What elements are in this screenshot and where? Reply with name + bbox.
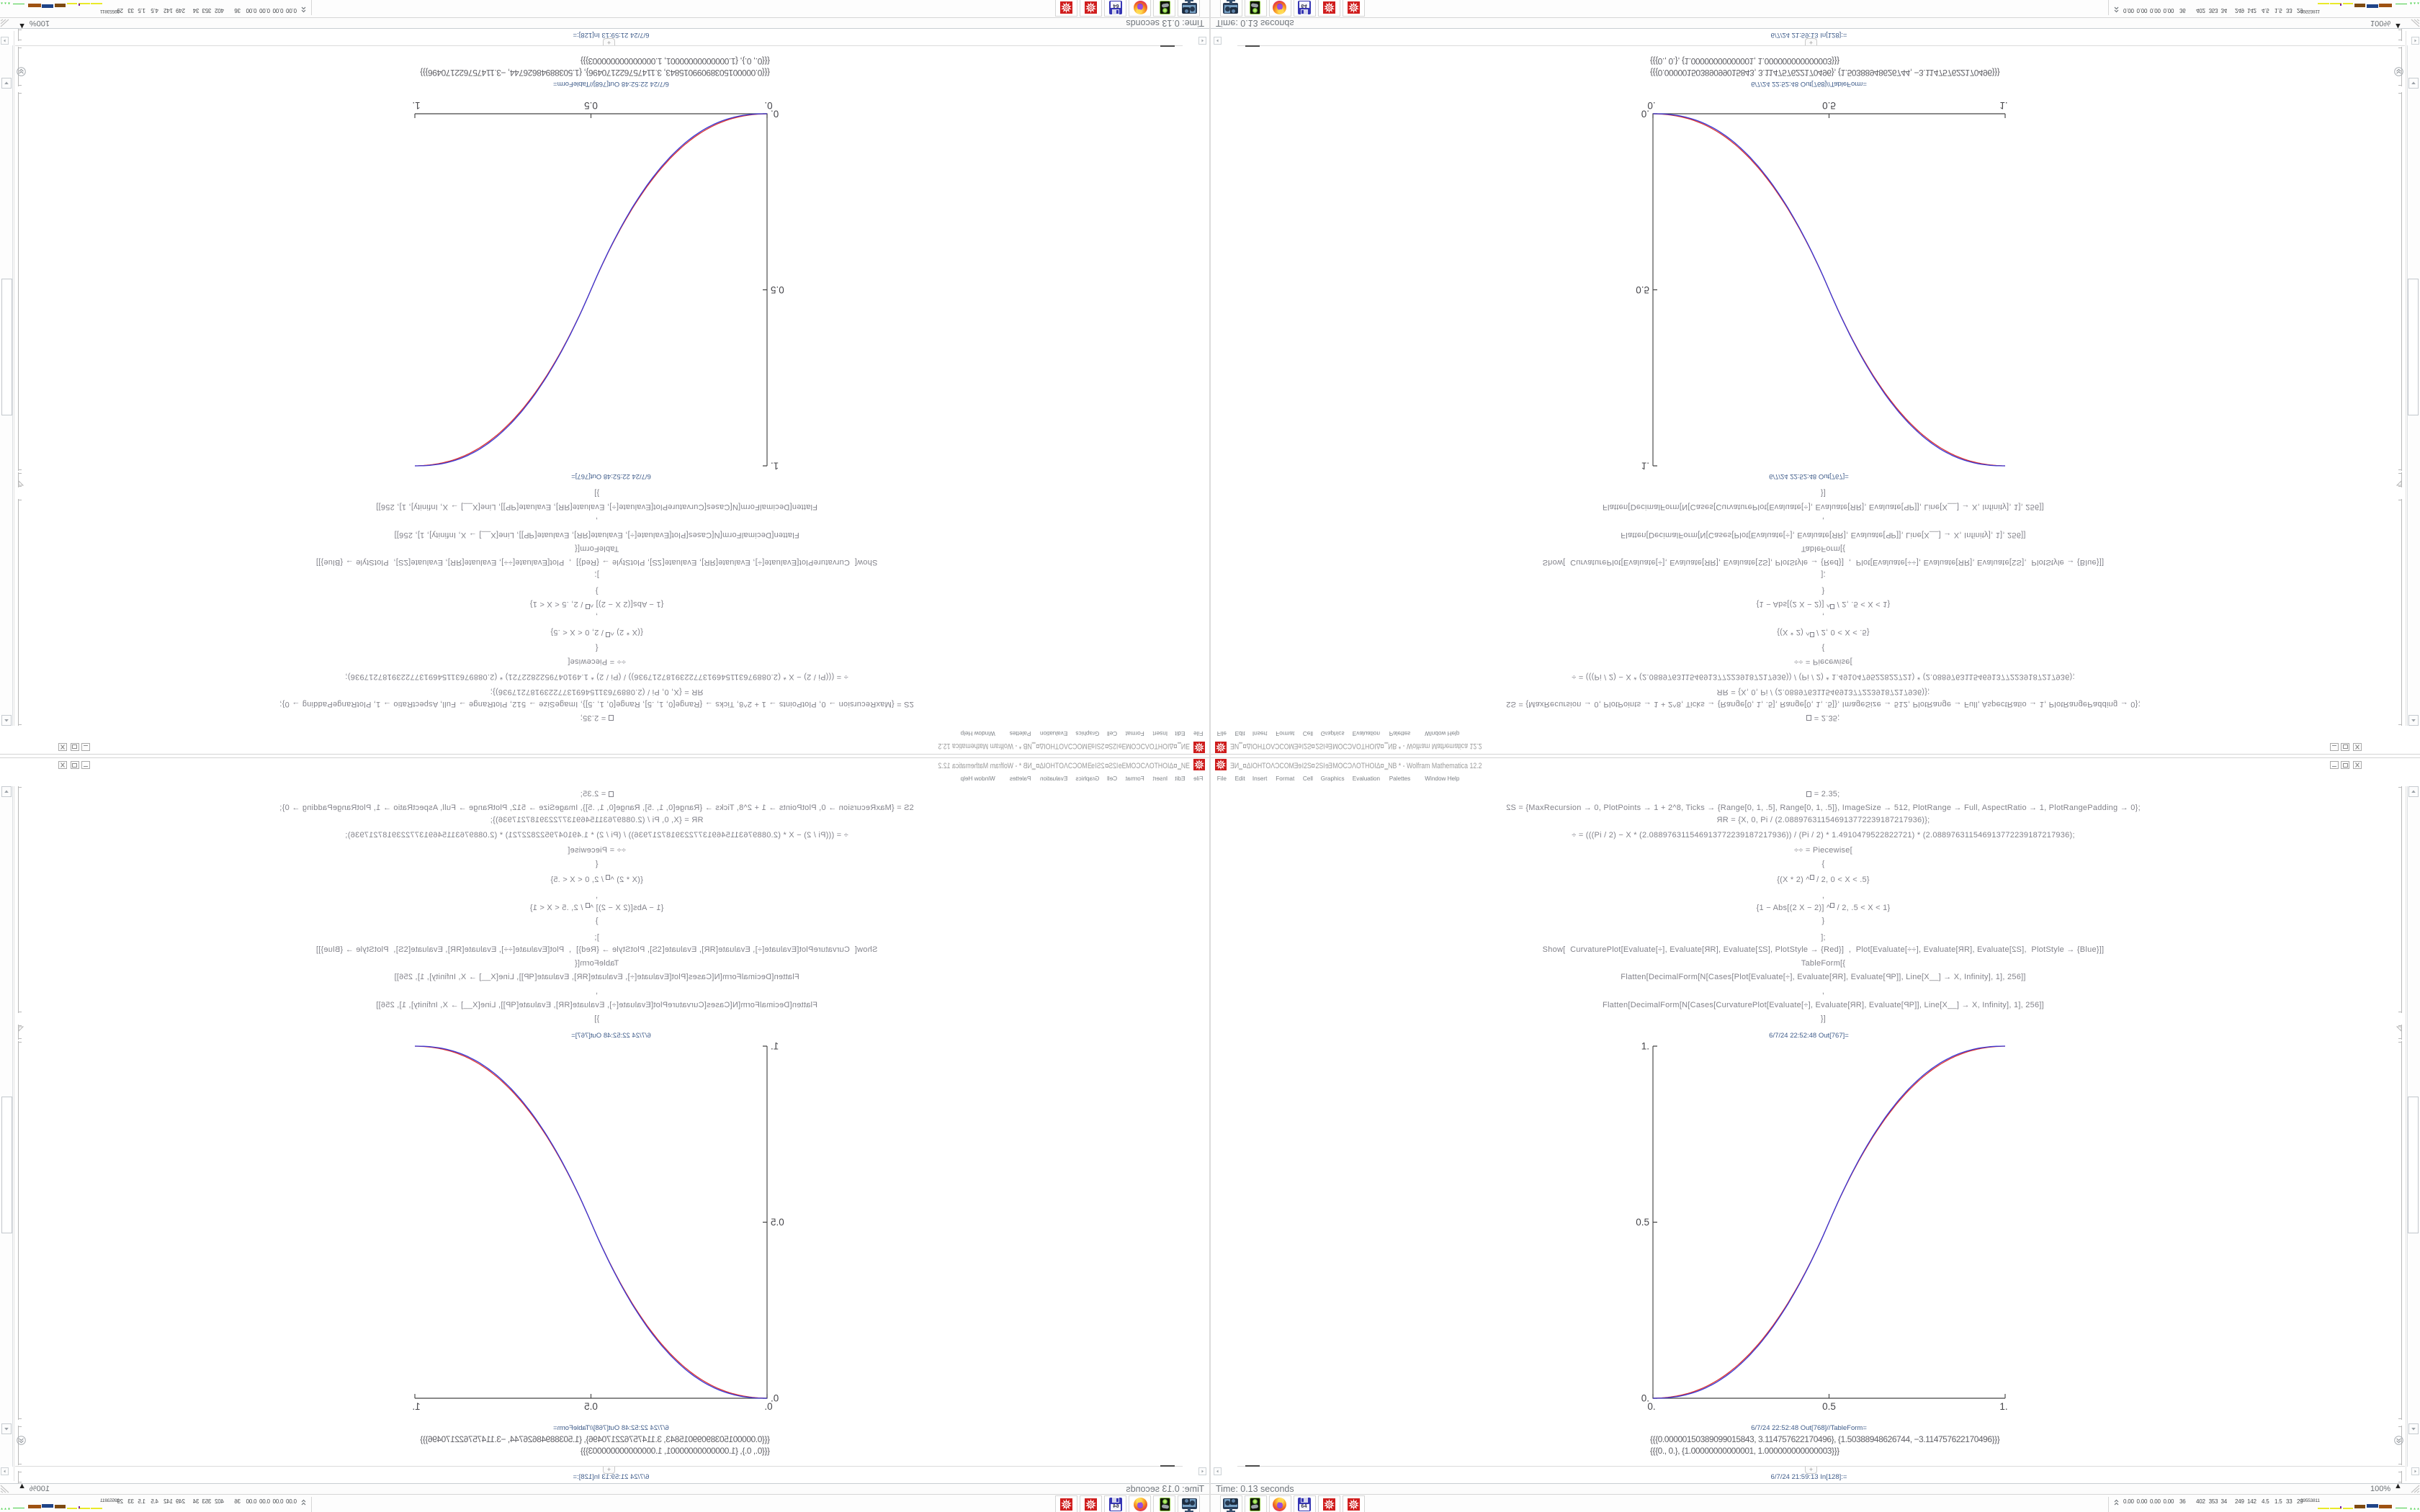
svg-text:0.5: 0.5 [1822,1401,1836,1412]
svg-text:0.: 0. [1641,109,1649,120]
svg-text:1.: 1. [1641,1041,1649,1052]
svg-text:1.: 1. [1999,100,2007,111]
svg-text:0.: 0. [1647,1401,1655,1412]
svg-text:0.5: 0.5 [771,284,784,295]
svg-text:1.: 1. [771,1041,779,1052]
svg-text:0.5: 0.5 [1822,100,1836,111]
svg-text:0.: 0. [1641,1393,1649,1404]
svg-text:0.: 0. [764,1401,772,1412]
svg-text:0.: 0. [771,1393,779,1404]
svg-text:1.: 1. [412,100,420,111]
svg-text:0.: 0. [771,109,779,120]
svg-text:0.5: 0.5 [1636,1217,1649,1228]
svg-text:0.5: 0.5 [584,100,598,111]
svg-text:0.5: 0.5 [771,1217,784,1228]
svg-text:0.5: 0.5 [1636,284,1649,295]
svg-text:0.5: 0.5 [584,1401,598,1412]
svg-text:0.: 0. [764,100,772,111]
svg-text:1.: 1. [1999,1401,2007,1412]
svg-text:0.: 0. [1647,100,1655,111]
svg-text:1.: 1. [771,461,779,472]
svg-text:1.: 1. [412,1401,420,1412]
svg-text:1.: 1. [1641,461,1649,472]
